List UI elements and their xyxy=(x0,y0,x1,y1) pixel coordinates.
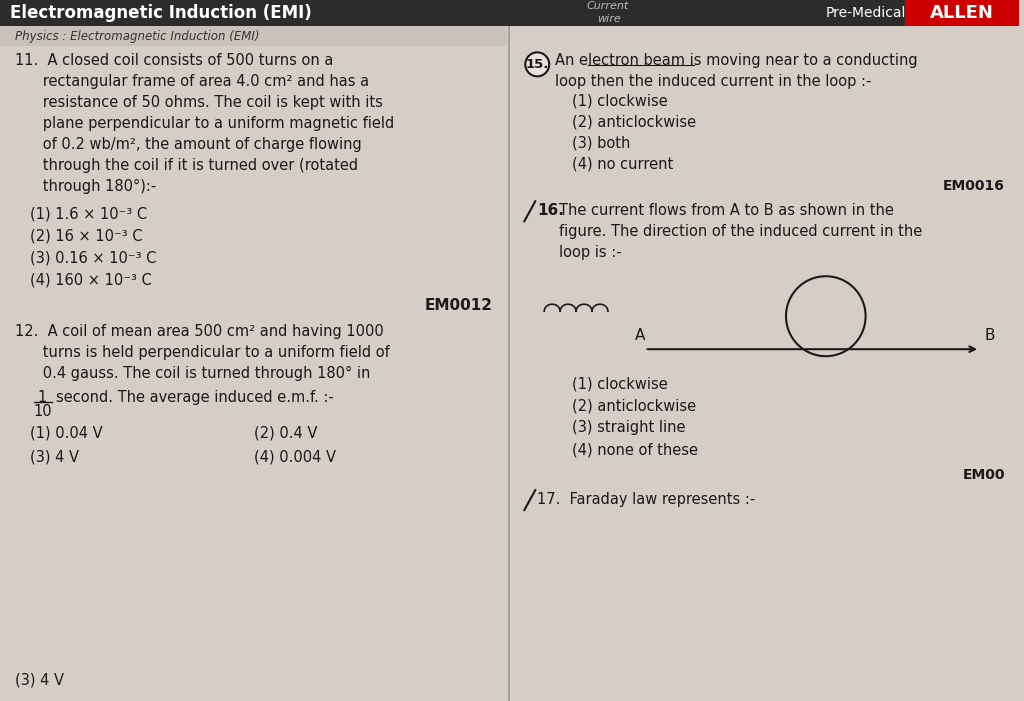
Text: rectangular frame of area 4.0 cm² and has a: rectangular frame of area 4.0 cm² and ha… xyxy=(15,74,369,89)
Text: 12.  A coil of mean area 500 cm² and having 1000: 12. A coil of mean area 500 cm² and havi… xyxy=(15,324,384,339)
Text: (3) 0.16 × 10⁻³ C: (3) 0.16 × 10⁻³ C xyxy=(30,250,157,265)
Text: (2) anticlockwise: (2) anticlockwise xyxy=(572,398,696,413)
Text: through the coil if it is turned over (rotated: through the coil if it is turned over (r… xyxy=(15,158,358,173)
Text: plane perpendicular to a uniform magnetic field: plane perpendicular to a uniform magneti… xyxy=(15,116,394,131)
Text: resistance of 50 ohms. The coil is kept with its: resistance of 50 ohms. The coil is kept … xyxy=(15,95,383,110)
Text: (4) no current: (4) no current xyxy=(572,156,674,171)
Text: (4) 0.004 V: (4) 0.004 V xyxy=(254,449,336,464)
Text: 0.4 gauss. The coil is turned through 180° in: 0.4 gauss. The coil is turned through 18… xyxy=(15,366,371,381)
Circle shape xyxy=(525,53,549,76)
Text: through 180°):-: through 180°):- xyxy=(15,179,157,194)
Text: An electron beam is moving near to a conducting: An electron beam is moving near to a con… xyxy=(555,53,918,69)
Text: (2) anticlockwise: (2) anticlockwise xyxy=(572,114,696,129)
Text: EM00: EM00 xyxy=(963,468,1005,482)
Text: Physics : Electromagnetic Induction (EMI): Physics : Electromagnetic Induction (EMI… xyxy=(15,30,259,43)
Text: EM0016: EM0016 xyxy=(943,179,1005,193)
Text: second. The average induced e.m.f. :-: second. The average induced e.m.f. :- xyxy=(55,390,334,405)
Text: (3) straight line: (3) straight line xyxy=(572,420,686,435)
Text: of 0.2 wb/m², the amount of charge flowing: of 0.2 wb/m², the amount of charge flowi… xyxy=(15,137,361,152)
Text: loop is :-: loop is :- xyxy=(559,245,622,260)
Text: The current flows from A to B as shown in the: The current flows from A to B as shown i… xyxy=(559,203,894,218)
Text: B: B xyxy=(985,328,995,343)
Text: (4) none of these: (4) none of these xyxy=(572,442,698,457)
Text: 10: 10 xyxy=(34,404,52,419)
Text: (1) clockwise: (1) clockwise xyxy=(572,376,668,391)
Text: Pre-Medical: Pre-Medical xyxy=(825,6,906,20)
Text: (3) both: (3) both xyxy=(572,135,631,150)
Text: (3) 4 V: (3) 4 V xyxy=(30,449,79,464)
Text: ALLEN: ALLEN xyxy=(930,4,994,22)
Text: (3) 4 V: (3) 4 V xyxy=(15,672,63,687)
Text: 17.  Faraday law represents :-: 17. Faraday law represents :- xyxy=(538,492,756,507)
Text: Current: Current xyxy=(587,1,630,11)
Text: (1) 0.04 V: (1) 0.04 V xyxy=(30,425,102,440)
Text: figure. The direction of the induced current in the: figure. The direction of the induced cur… xyxy=(559,224,923,239)
Text: (4) 160 × 10⁻³ C: (4) 160 × 10⁻³ C xyxy=(30,272,152,287)
Bar xyxy=(0,1,1019,27)
Text: 16.: 16. xyxy=(538,203,564,218)
Bar xyxy=(0,27,508,46)
Text: wire: wire xyxy=(597,14,621,25)
Text: A: A xyxy=(635,328,645,343)
Text: 11.  A closed coil consists of 500 turns on a: 11. A closed coil consists of 500 turns … xyxy=(15,53,333,69)
Text: 1: 1 xyxy=(38,390,47,405)
Text: turns is held perpendicular to a uniform field of: turns is held perpendicular to a uniform… xyxy=(15,345,390,360)
Text: (1) clockwise: (1) clockwise xyxy=(572,93,668,109)
Text: (2) 0.4 V: (2) 0.4 V xyxy=(254,425,317,440)
Text: (1) 1.6 × 10⁻³ C: (1) 1.6 × 10⁻³ C xyxy=(30,206,147,222)
Text: (2) 16 × 10⁻³ C: (2) 16 × 10⁻³ C xyxy=(30,229,142,243)
Text: 15.: 15. xyxy=(525,58,549,71)
Text: loop then the induced current in the loop :-: loop then the induced current in the loo… xyxy=(555,74,871,89)
Text: EM0012: EM0012 xyxy=(425,298,493,313)
Bar xyxy=(905,1,1019,27)
Text: Electromagnetic Induction (EMI): Electromagnetic Induction (EMI) xyxy=(10,4,311,22)
